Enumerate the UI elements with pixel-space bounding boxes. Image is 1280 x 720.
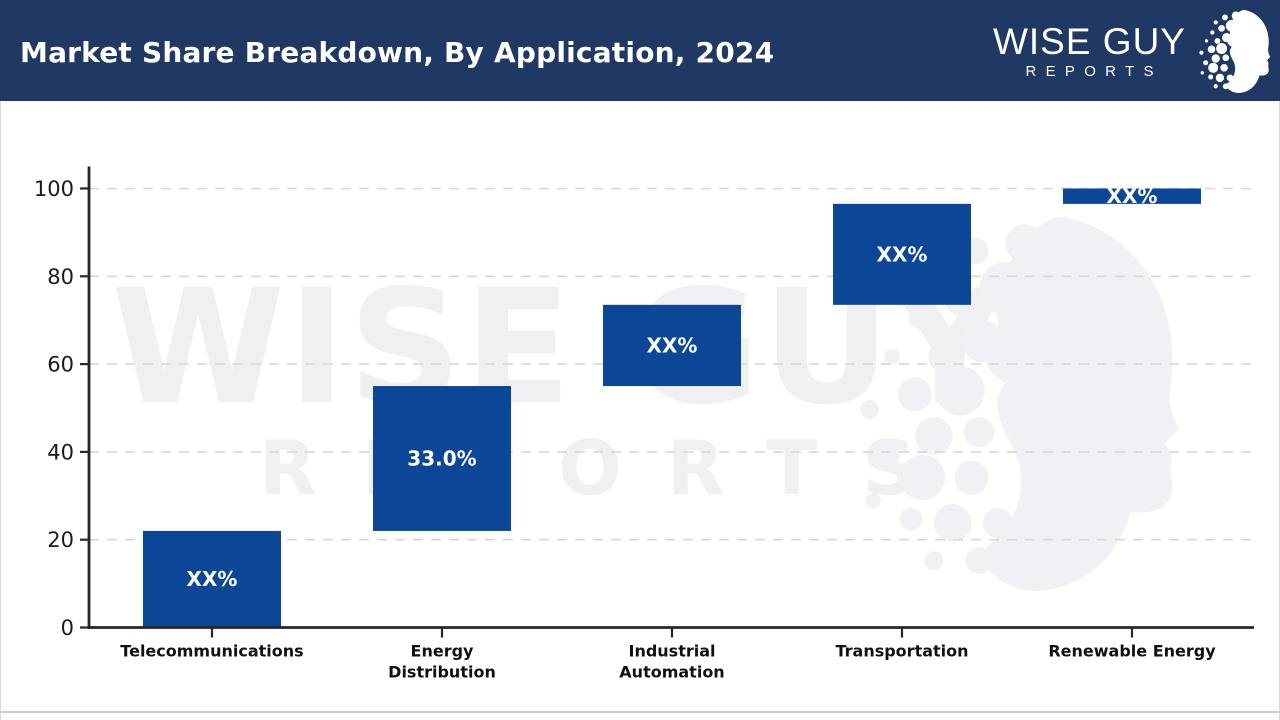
x-category-label: Energy xyxy=(411,642,475,661)
logo-wordmark: WISE GUY xyxy=(992,21,1186,62)
wise-guy-logo: WISE GUY REPORTS xyxy=(993,6,1272,96)
logo-subtext: REPORTS xyxy=(1025,63,1163,80)
bar-value-label: XX% xyxy=(647,333,698,357)
bar-value-label: XX% xyxy=(187,567,238,591)
page-bottom-rule xyxy=(1,711,1279,713)
page-title: Market Share Breakdown, By Application, … xyxy=(20,36,775,69)
header-bar: Market Share Breakdown, By Application, … xyxy=(0,0,1280,101)
y-tick-label: 0 xyxy=(61,616,74,640)
x-category-label: Renewable Energy xyxy=(1048,642,1216,661)
x-category-label: Industrial xyxy=(628,642,715,661)
y-tick-label: 80 xyxy=(47,265,74,289)
bar-value-label: XX% xyxy=(1107,184,1158,208)
x-category-label: Distribution xyxy=(388,663,496,682)
bar-value-label: 33.0% xyxy=(407,446,476,470)
logo-text: WISE GUY REPORTS xyxy=(993,23,1186,79)
y-tick-label: 20 xyxy=(47,528,74,552)
bar-segment xyxy=(373,386,511,531)
bar-value-label: XX% xyxy=(877,242,928,266)
x-category-label: Transportation xyxy=(835,642,968,661)
x-category-label: Automation xyxy=(619,663,724,682)
bar-segment xyxy=(1063,188,1201,204)
bar-segment xyxy=(143,530,281,628)
bar-chart: XX% 33.0% XX% XX% XX% 0 20 40 60 80 100 Telecommuni… xyxy=(34,166,1254,682)
y-tick-label: 100 xyxy=(34,177,74,201)
y-tick-label: 40 xyxy=(47,440,74,464)
logo-face-icon xyxy=(1188,8,1272,94)
chart-area: WISE GUY REPORTS XX% 33.0% XX% XX% XX% 0 20 40 6… xyxy=(0,101,1280,720)
bar-segment xyxy=(833,203,971,305)
bar-segment xyxy=(603,304,741,387)
x-category-label: Telecommunications xyxy=(120,642,303,661)
y-tick-label: 60 xyxy=(47,353,74,377)
